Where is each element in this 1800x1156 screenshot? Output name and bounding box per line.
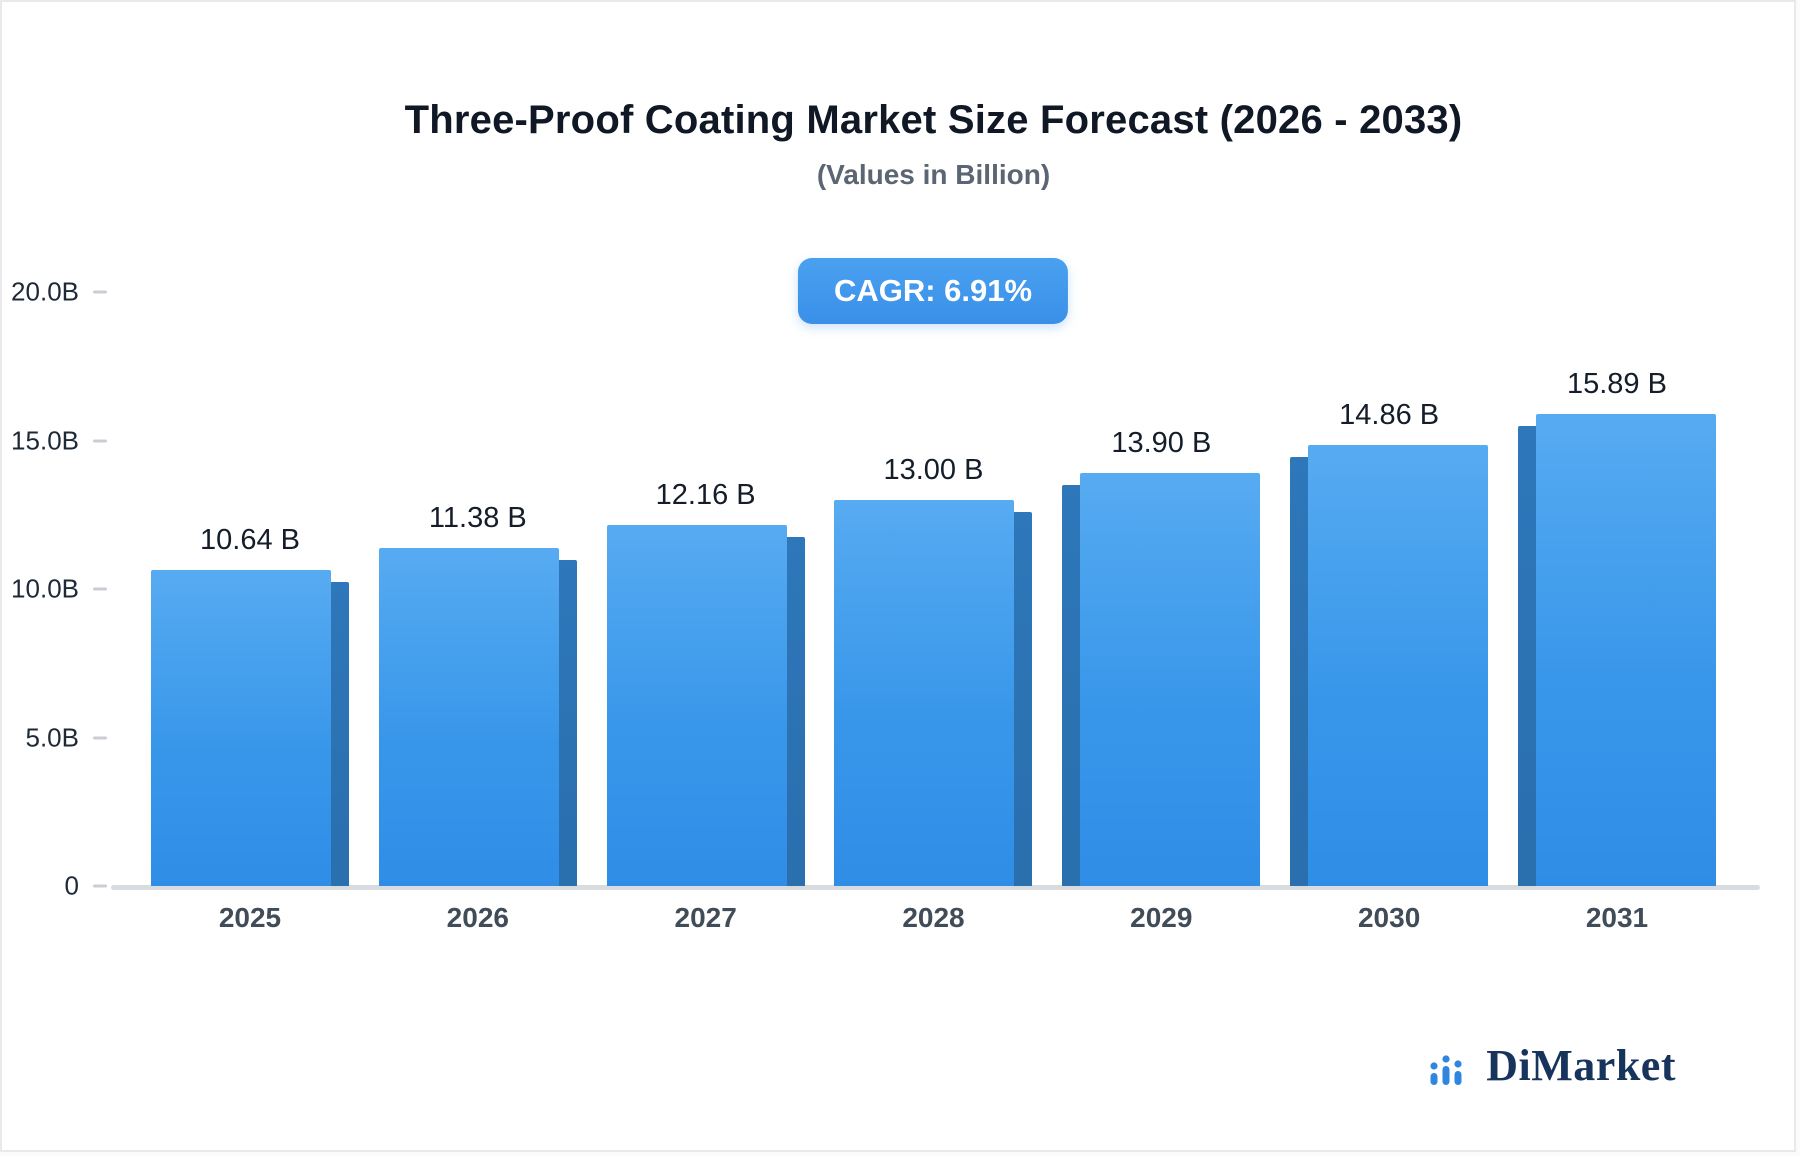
plot-area: 10.64 B 11.38 B 12.16 B 13.00 B 13.90 B 14.86… — [11, 277, 1760, 933]
bar-2028: 13.00 B — [834, 454, 1033, 886]
bar-2026: 11.38 B — [378, 502, 577, 886]
bar-value-label: 15.89 B — [1566, 368, 1667, 401]
bar-front-face — [1080, 473, 1261, 886]
bar-2025: 10.64 B — [151, 524, 349, 886]
x-axis-label-2029: 2029 — [1130, 902, 1193, 933]
bar-column-2028: 13.00 B — [834, 454, 1033, 886]
bar-value-label: 12.16 B — [655, 478, 756, 511]
y-axis-tick-mark — [93, 884, 107, 888]
bar-3d-side — [1062, 485, 1081, 886]
x-axis-label-2027: 2027 — [674, 902, 737, 933]
x-axis-label-2030: 2030 — [1357, 902, 1421, 933]
x-axis-label-2031: 2031 — [1585, 902, 1649, 933]
bar-3d-side — [1517, 426, 1536, 886]
y-axis-tick-label: 20.0B — [11, 276, 79, 307]
y-axis-tick-label: 10.0B — [11, 573, 79, 604]
bar-front-face — [834, 499, 1015, 886]
bar-3d-side — [1290, 456, 1309, 886]
bar-front-face — [1308, 444, 1489, 886]
y-axis-tick-label: 5.0B — [25, 722, 80, 752]
cagr-badge: CAGR: 6.91% — [797, 258, 1069, 324]
y-axis-tick-mark — [93, 587, 107, 591]
chart-title: Three-Proof Coating Market Size Forecast… — [404, 98, 1463, 142]
y-axis-tick-mark — [93, 439, 107, 442]
bar-3d-side — [786, 536, 805, 886]
bar-front-face — [151, 570, 331, 886]
y-axis-tick-label: 0 — [64, 870, 79, 901]
bar-value-label: 10.64 B — [200, 524, 300, 556]
bars-row: 10.64 B 11.38 B 12.16 B 13.00 B 13.90 B 14.86… — [117, 368, 1750, 886]
chart-header: Three-Proof Coating Market Size Forecast… — [117, 98, 1750, 191]
x-axis-line — [111, 885, 1760, 890]
bar-front-face — [1535, 414, 1716, 886]
bar-2029: 13.90 B — [1062, 427, 1261, 886]
bar-column-2025: 10.64 B — [151, 524, 349, 886]
bar-column-2026: 11.38 B — [378, 502, 577, 886]
bar-column-2030: 14.86 B — [1290, 399, 1489, 886]
x-axis-labels: 2025 2026 2027 2028 2029 2030 2031 — [117, 902, 1750, 934]
y-axis-tick-mark — [93, 736, 107, 739]
bar-3d-side — [331, 582, 349, 886]
x-axis-label-2025: 2025 — [218, 902, 282, 933]
bar-value-label: 11.38 B — [428, 502, 527, 535]
bar-column-2027: 12.16 B — [606, 479, 805, 886]
bar-chart-icon — [1427, 1043, 1473, 1089]
y-axis-tick-label: 15.0B — [11, 425, 79, 455]
y-axis-tick: 5.0B — [26, 722, 118, 753]
y-axis-tick: 0 — [65, 871, 117, 902]
bar-front-face — [378, 548, 559, 886]
y-axis-tick: 15.0B — [11, 425, 117, 456]
bar-column-2029: 13.90 B — [1062, 427, 1261, 886]
x-axis-label-2026: 2026 — [446, 902, 509, 933]
y-axis-tick: 10.0B — [11, 574, 117, 605]
bar-value-label: 13.00 B — [883, 453, 984, 486]
bar-value-label: 14.86 B — [1339, 398, 1440, 431]
bar-3d-side — [558, 560, 577, 886]
bar-front-face — [606, 524, 787, 886]
y-axis-tick-mark — [93, 290, 107, 294]
bar-2027: 12.16 B — [606, 479, 805, 886]
bar-2030: 14.86 B — [1290, 399, 1489, 886]
bar-2031: 15.89 B — [1517, 368, 1716, 886]
bar-3d-side — [1014, 511, 1033, 886]
y-axis-tick: 20.0B — [11, 277, 117, 308]
logo-text: DiMarket — [1486, 1041, 1676, 1090]
bar-column-2031: 15.89 B — [1517, 368, 1716, 886]
chart-subtitle: (Values in Billion) — [816, 159, 1051, 190]
x-axis-label-2028: 2028 — [902, 902, 965, 933]
bar-value-label: 13.90 B — [1111, 427, 1212, 460]
dimarket-logo: DiMarket — [1427, 1040, 1676, 1091]
